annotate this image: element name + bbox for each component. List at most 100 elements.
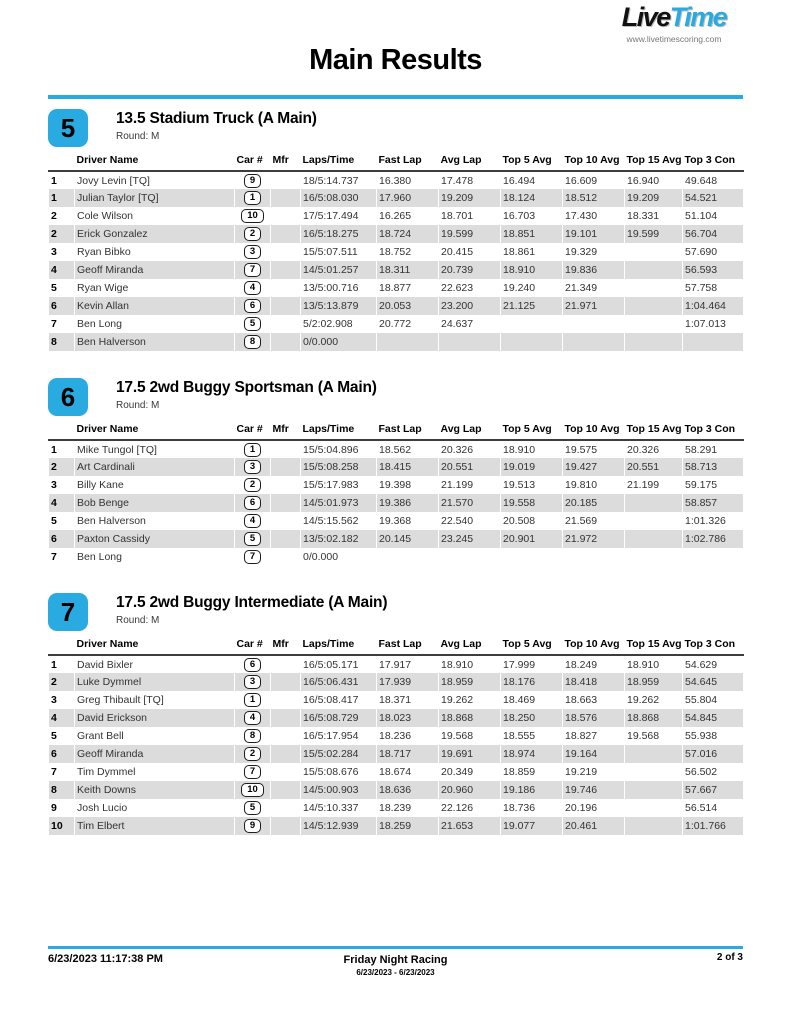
column-header: Top 5 Avg <box>500 635 563 656</box>
cell-avg-lap: 22.126 <box>438 799 501 817</box>
cell-laps-time: 16/5:06.431 <box>300 673 377 691</box>
cell-driver: Mike Tungol [TQ] <box>74 440 235 458</box>
cell-mfr <box>270 207 301 225</box>
cell-top10: 19.836 <box>562 261 625 279</box>
cell-top5: 16.703 <box>500 207 563 225</box>
round-label: Round: M <box>116 131 160 142</box>
cell-top3con: 54.521 <box>682 189 744 207</box>
cell-top15 <box>624 781 683 799</box>
cell-laps-time: 14/5:01.257 <box>300 261 377 279</box>
cell-laps-time: 18/5:14.737 <box>300 171 377 189</box>
cell-top3con: 57.690 <box>682 243 744 261</box>
cell-top10: 20.461 <box>562 817 625 835</box>
cell-top3con: 56.514 <box>682 799 744 817</box>
cell-avg-lap: 18.868 <box>438 709 501 727</box>
cell-top15: 19.262 <box>624 691 683 709</box>
cell-top15: 19.599 <box>624 225 683 243</box>
column-header: Car # <box>234 420 271 441</box>
cell-mfr <box>270 799 301 817</box>
cell-top3con: 54.629 <box>682 655 744 673</box>
table-row: 1 Mike Tungol [TQ] 1 15/5:04.896 18.562 20.32… <box>48 440 744 458</box>
cell-fast-lap: 18.236 <box>376 727 439 745</box>
cell-driver: Bob Benge <box>74 494 235 512</box>
cell-mfr <box>270 225 301 243</box>
cell-top3con: 57.667 <box>682 781 744 799</box>
cell-top3con <box>682 333 744 351</box>
cell-driver: Keith Downs <box>74 781 235 799</box>
cell-top5: 18.469 <box>500 691 563 709</box>
cell-top5: 18.124 <box>500 189 563 207</box>
cell-avg-lap: 19.599 <box>438 225 501 243</box>
cell-laps-time: 14/5:10.337 <box>300 799 377 817</box>
livetime-logo: LiveTime www.livetimescoring.com <box>599 2 749 44</box>
column-header: Car # <box>234 151 271 172</box>
cell-car: 5 <box>234 799 271 817</box>
cell-top10: 19.329 <box>562 243 625 261</box>
cell-car: 3 <box>234 243 271 261</box>
cell-fast-lap <box>376 548 439 566</box>
cell-car: 7 <box>234 548 271 566</box>
cell-laps-time: 15/5:08.258 <box>300 458 377 476</box>
section-number-badge: 7 <box>48 593 88 631</box>
cell-fast-lap: 19.368 <box>376 512 439 530</box>
cell-top3con: 57.016 <box>682 745 744 763</box>
livetime-logo-text: LiveTime <box>599 2 749 33</box>
cell-avg-lap: 18.910 <box>438 655 501 673</box>
car-number-badge: 7 <box>243 765 262 779</box>
cell-pos: 7 <box>48 548 75 566</box>
cell-top10: 21.569 <box>562 512 625 530</box>
cell-top10 <box>562 548 625 566</box>
cell-driver: Jovy Levin [TQ] <box>74 171 235 189</box>
cell-fast-lap: 18.674 <box>376 763 439 781</box>
cell-mfr <box>270 494 301 512</box>
cell-top10 <box>562 315 625 333</box>
footer-event-name: Friday Night Racing <box>343 954 448 966</box>
cell-mfr <box>270 297 301 315</box>
cell-fast-lap: 19.398 <box>376 476 439 494</box>
cell-top15 <box>624 333 683 351</box>
report-footer: 6/23/2023 11:17:38 PM Friday Night Racin… <box>48 946 743 977</box>
cell-driver: Josh Lucio <box>74 799 235 817</box>
cell-top5: 21.125 <box>500 297 563 315</box>
cell-top5: 18.250 <box>500 709 563 727</box>
cell-top3con: 54.645 <box>682 673 744 691</box>
section-title: 17.5 2wd Buggy Intermediate (A Main) <box>116 594 388 611</box>
cell-pos: 3 <box>48 476 75 494</box>
cell-top15: 18.959 <box>624 673 683 691</box>
cell-fast-lap: 18.239 <box>376 799 439 817</box>
cell-avg-lap: 21.570 <box>438 494 501 512</box>
cell-laps-time: 14/5:15.562 <box>300 512 377 530</box>
cell-top5: 19.558 <box>500 494 563 512</box>
section-titles: 17.5 2wd Buggy Sportsman (A Main) Round: … <box>116 378 377 411</box>
cell-top5: 18.736 <box>500 799 563 817</box>
cell-driver: Ryan Bibko <box>74 243 235 261</box>
car-number-badge: 1 <box>243 442 262 457</box>
column-header: Mfr <box>270 151 301 172</box>
cell-mfr <box>270 261 301 279</box>
column-header: Top 5 Avg <box>500 151 563 172</box>
cell-car: 7 <box>234 261 271 279</box>
cell-mfr <box>270 189 301 207</box>
section-number-badge: 6 <box>48 378 88 416</box>
column-header: Top 10 Avg <box>562 420 625 441</box>
cell-top15 <box>624 763 683 781</box>
table-row: 6 Paxton Cassidy 5 13/5:02.182 20.145 23.245 2… <box>48 530 744 548</box>
cell-pos: 7 <box>48 763 75 781</box>
cell-fast-lap: 17.960 <box>376 189 439 207</box>
footer-page-number: 2 of 3 <box>716 952 743 963</box>
table-row: 7 Ben Long 5 5/2:02.908 20.772 24.637 1:07.013 <box>48 315 744 333</box>
cell-fast-lap: 18.259 <box>376 817 439 835</box>
car-number-badge: 4 <box>243 711 262 725</box>
cell-top5 <box>500 315 563 333</box>
cell-top10: 20.185 <box>562 494 625 512</box>
car-number-badge: 1 <box>243 693 262 707</box>
cell-top15: 19.209 <box>624 189 683 207</box>
table-row: 6 Kevin Allan 6 13/5:13.879 20.053 23.200 21.1… <box>48 297 744 315</box>
cell-avg-lap: 22.540 <box>438 512 501 530</box>
cell-top5: 18.555 <box>500 727 563 745</box>
column-header: Avg Lap <box>438 420 501 441</box>
cell-avg-lap: 20.960 <box>438 781 501 799</box>
cell-laps-time: 5/2:02.908 <box>300 315 377 333</box>
cell-car: 9 <box>234 817 271 835</box>
car-number-badge: 6 <box>243 299 262 313</box>
